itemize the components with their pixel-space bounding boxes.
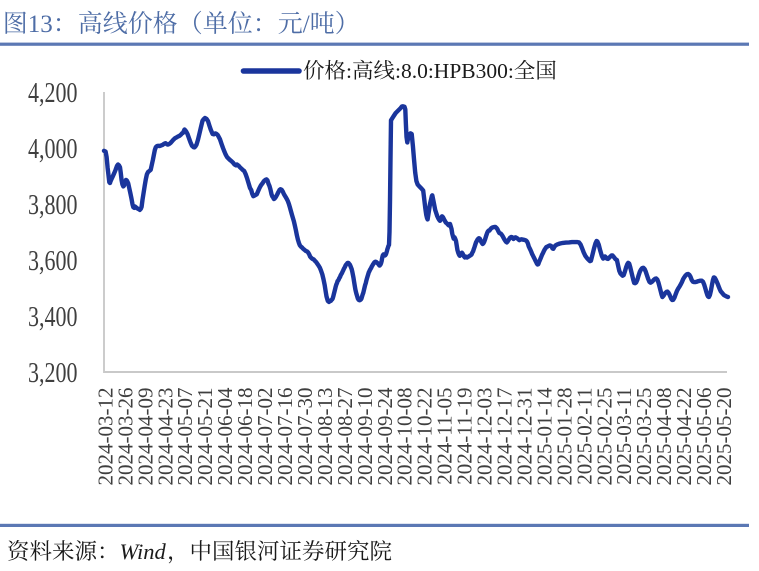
svg-text:2024-09-24: 2024-09-24 [373,387,397,485]
svg-text:2024-11-19: 2024-11-19 [453,388,477,485]
svg-text:2024-03-12: 2024-03-12 [93,388,117,486]
svg-text:2025-05-20: 2025-05-20 [712,388,736,486]
svg-text:2025-03-25: 2025-03-25 [632,388,656,486]
svg-text:3,400: 3,400 [28,302,77,333]
svg-text::8.0:HPB300:: :8.0:HPB300: [395,59,514,83]
svg-text:2024-05-21: 2024-05-21 [193,388,217,486]
svg-text:/: / [303,11,310,38]
svg-text:2024-10-22: 2024-10-22 [413,388,437,486]
svg-text::: : [346,59,352,83]
svg-text:2024-07-30: 2024-07-30 [293,388,317,486]
svg-text:2024-10-08: 2024-10-08 [393,388,417,486]
svg-text:2024-07-02: 2024-07-02 [253,388,277,486]
svg-text:2024-06-18: 2024-06-18 [233,388,257,486]
svg-text:3,200: 3,200 [28,358,77,389]
svg-text:2024-04-09: 2024-04-09 [133,388,157,486]
svg-text:2025-04-08: 2025-04-08 [652,388,676,486]
svg-text:2025-03-11: 2025-03-11 [612,388,636,485]
svg-text:2024-07-16: 2024-07-16 [273,388,297,486]
svg-text:2024-05-07: 2024-05-07 [173,388,197,486]
svg-text:3,600: 3,600 [28,246,77,277]
svg-text:2025-01-14: 2025-01-14 [532,387,556,485]
svg-text:2025-02-25: 2025-02-25 [592,388,616,486]
svg-text:2024-11-05: 2024-11-05 [433,388,457,485]
svg-text:2024-12-03: 2024-12-03 [473,388,497,486]
svg-text:2024-12-17: 2024-12-17 [493,388,517,486]
svg-text:2024-12-31: 2024-12-31 [513,388,537,486]
svg-text:3,800: 3,800 [28,190,77,221]
svg-text:2024-08-27: 2024-08-27 [333,388,357,486]
svg-text:2025-01-28: 2025-01-28 [552,388,576,486]
svg-text:2025-05-06: 2025-05-06 [692,388,716,486]
svg-text:2025-04-22: 2025-04-22 [672,388,696,486]
svg-text:2024-09-10: 2024-09-10 [353,388,377,486]
svg-text:2024-08-13: 2024-08-13 [313,388,337,486]
svg-text:2024-04-23: 2024-04-23 [153,388,177,486]
svg-text:2025-02-11: 2025-02-11 [572,388,596,485]
svg-text:2024-06-04: 2024-06-04 [213,387,237,485]
svg-text:13: 13 [28,11,53,38]
svg-text:Wind: Wind [120,539,167,564]
svg-text:2024-03-26: 2024-03-26 [113,388,137,486]
svg-text:4,200: 4,200 [28,78,77,109]
svg-text:4,000: 4,000 [28,134,77,165]
